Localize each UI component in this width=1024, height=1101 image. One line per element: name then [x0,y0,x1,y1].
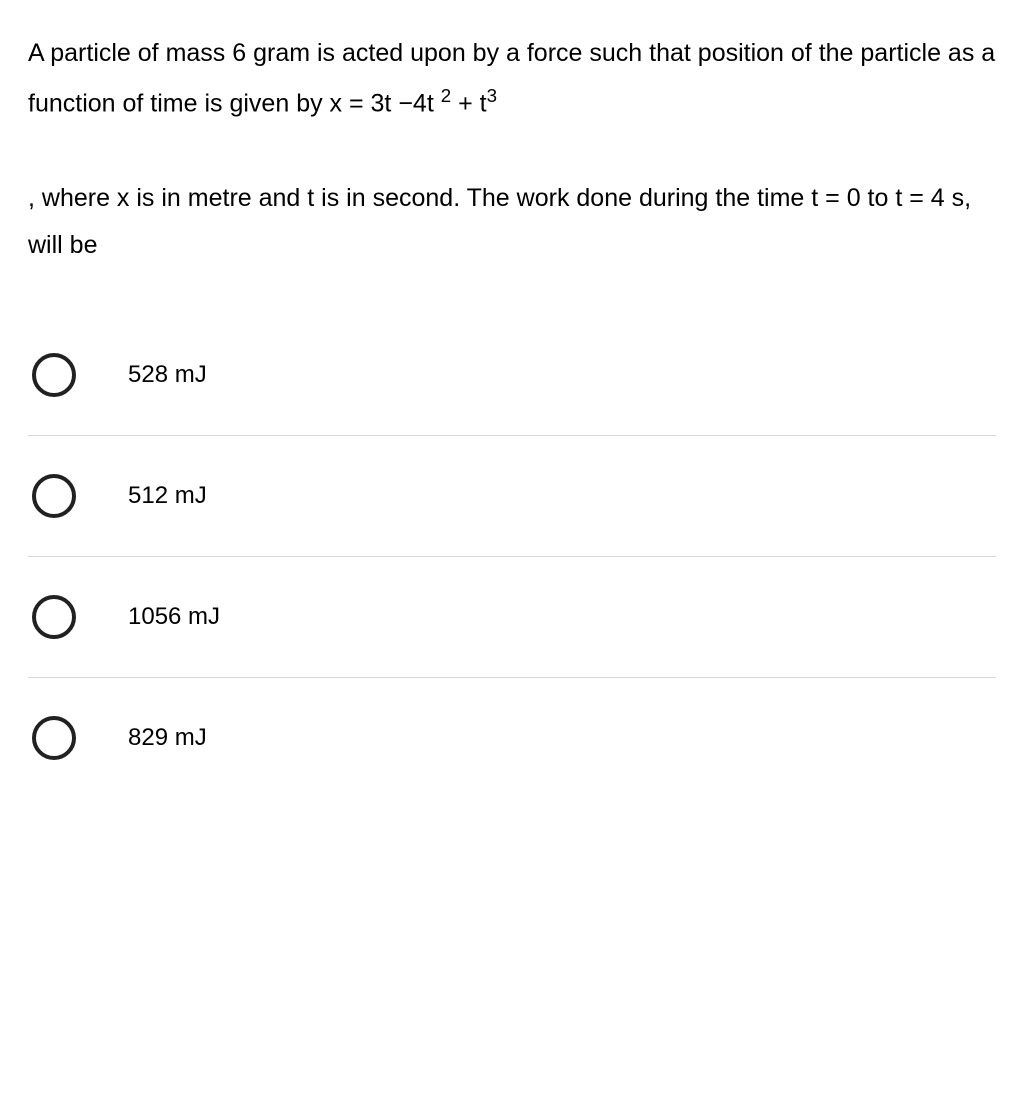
option-4[interactable]: 829 mJ [28,678,996,798]
question-part1: A particle of mass 6 gram is acted upon … [28,39,995,117]
option-label: 528 mJ [128,361,207,389]
question-text: A particle of mass 6 gram is acted upon … [28,30,996,270]
option-label: 512 mJ [128,482,207,510]
exponent-2: 3 [487,85,497,106]
option-label: 1056 mJ [128,603,220,631]
radio-icon [32,474,76,518]
question-part3: , where x is in metre and t is in second… [28,184,971,260]
option-2[interactable]: 512 mJ [28,436,996,557]
radio-icon [32,716,76,760]
radio-icon [32,353,76,397]
option-3[interactable]: 1056 mJ [28,557,996,678]
option-1[interactable]: 528 mJ [28,315,996,436]
exponent-1: 2 [441,85,451,106]
question-part2: + t [451,89,486,117]
options-list: 528 mJ 512 mJ 1056 mJ 829 mJ [28,315,996,798]
option-label: 829 mJ [128,724,207,752]
radio-icon [32,595,76,639]
